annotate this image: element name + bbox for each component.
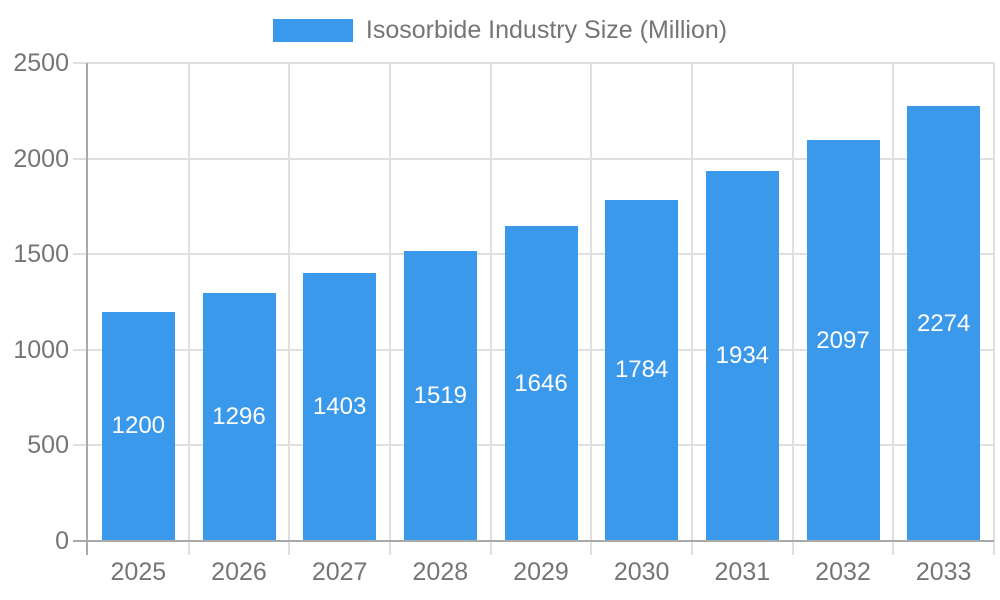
y-tick-label: 2500 <box>13 49 69 77</box>
x-tick-label: 2030 <box>613 558 670 586</box>
x-gridline <box>993 63 995 555</box>
y-gridline <box>73 62 994 64</box>
x-tick-label: 2029 <box>513 558 569 586</box>
bar-2026[interactable]: 1296 <box>202 293 276 541</box>
x-tick-label: 2028 <box>412 558 469 586</box>
bar-value-label: 1519 <box>413 381 468 409</box>
bar-2027[interactable]: 1403 <box>303 272 377 541</box>
bar-2030[interactable]: 1784 <box>605 199 679 541</box>
y-tick-label: 1000 <box>13 335 69 364</box>
bar-2028[interactable]: 1519 <box>403 250 477 541</box>
bar-value-label: 2274 <box>916 309 971 337</box>
bar-value-label: 1934 <box>715 342 770 370</box>
x-tick-label: 2031 <box>714 558 771 586</box>
plot-area: 1200 1296 1403 1519 1646 1784 1934 2097 2274 0 500… <box>13 49 995 586</box>
legend-item[interactable]: Isosorbide Industry Size (Million) <box>0 16 1000 45</box>
y-gridline <box>73 157 994 160</box>
bar-value-label: 1296 <box>212 403 266 431</box>
x-gridline <box>590 63 593 555</box>
bar-value-label: 2097 <box>816 326 870 354</box>
y-tick-label: 500 <box>27 431 69 460</box>
bar-value-label: 1646 <box>514 369 568 397</box>
bar-2025[interactable]: 1200 <box>101 311 175 541</box>
bar-2033[interactable]: 2274 <box>907 106 981 541</box>
bar-2032[interactable]: 2097 <box>806 140 880 541</box>
legend-swatch-icon <box>272 19 353 42</box>
bar-value-label: 1784 <box>614 356 669 384</box>
y-tick-label: 1500 <box>13 240 69 269</box>
y-axis <box>86 63 88 555</box>
x-gridline <box>791 63 794 555</box>
x-gridline <box>489 63 492 555</box>
x-gridline <box>691 63 693 555</box>
bar-value-label: 1403 <box>312 392 367 420</box>
x-tick-label: 2033 <box>915 558 972 586</box>
x-gridline <box>892 63 895 555</box>
y-tick-label: 0 <box>55 527 69 555</box>
x-tick-label: 2027 <box>311 558 368 586</box>
x-gridline <box>288 63 291 555</box>
x-gridline <box>389 63 391 555</box>
x-gridline <box>187 63 190 555</box>
bar-2031[interactable]: 1934 <box>705 171 779 541</box>
x-tick-label: 2025 <box>110 558 167 586</box>
bar-value-label: 1200 <box>111 412 166 440</box>
x-tick-label: 2032 <box>815 558 871 586</box>
x-tick-label: 2026 <box>211 558 267 586</box>
x-axis <box>73 540 994 542</box>
legend-label: Isosorbide Industry Size (Million) <box>365 16 728 44</box>
bar-2029[interactable]: 1646 <box>504 226 578 541</box>
y-tick-label: 2000 <box>13 144 69 173</box>
